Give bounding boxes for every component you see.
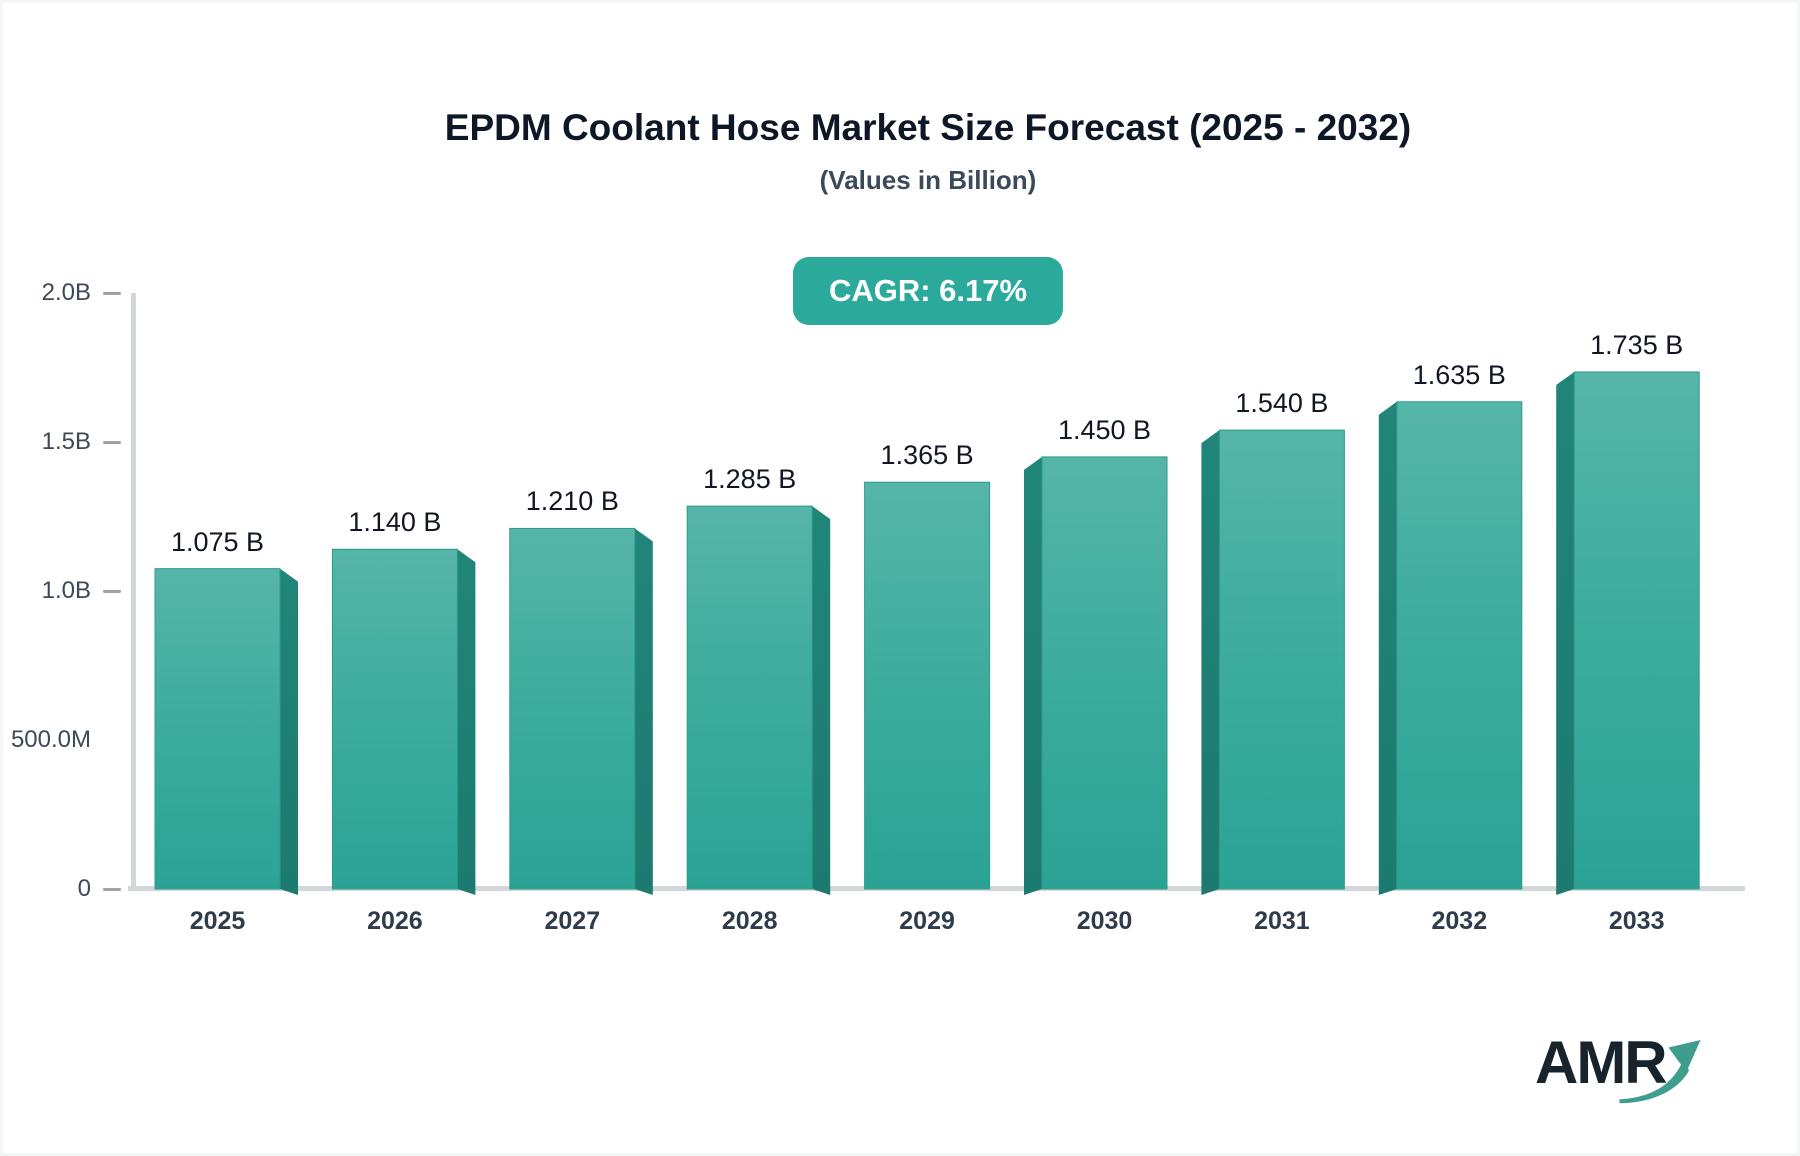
bar-value-label: 1.450 B xyxy=(1057,414,1152,445)
bar-group-2029 xyxy=(864,481,991,890)
bar-body xyxy=(154,568,281,890)
x-tick-label: 2025 xyxy=(189,907,246,935)
bar-group-2033 xyxy=(1556,371,1700,896)
bar-side-face xyxy=(280,568,298,895)
y-tick-label: 2.0B xyxy=(41,279,91,306)
bar-value-label: 1.635 B xyxy=(1412,359,1506,390)
logo-text: AMR xyxy=(1535,1029,1668,1096)
bar-body xyxy=(686,505,813,890)
bar-side-face xyxy=(1201,430,1220,895)
brand-logo: AMR xyxy=(1535,1031,1730,1115)
bar-side-face xyxy=(1024,456,1042,895)
bar-group-2031 xyxy=(1201,429,1345,895)
chart-subtitle: (Values in Billion) xyxy=(819,165,1037,195)
y-tick-dash xyxy=(103,589,121,593)
x-tick-label: 2030 xyxy=(1076,907,1133,935)
bar-value-label: 1.365 B xyxy=(880,440,974,471)
bar-side-face xyxy=(812,506,831,895)
bar-value-label: 1.735 B xyxy=(1590,329,1684,360)
x-tick-label: 2028 xyxy=(721,907,778,935)
bar-body xyxy=(1396,401,1523,890)
cagr-badge: CAGR: 6.17% xyxy=(792,257,1064,325)
bar-body xyxy=(331,548,458,890)
bar-value-label: 1.075 B xyxy=(170,526,265,557)
bar-body xyxy=(1573,371,1700,890)
y-axis-line xyxy=(131,293,136,891)
x-axis-line xyxy=(128,886,1745,891)
x-tick-label: 2033 xyxy=(1608,907,1665,935)
bar-group-2025 xyxy=(154,568,298,895)
y-tick-dash xyxy=(103,887,121,891)
x-tick-label: 2029 xyxy=(899,907,955,935)
x-tick-label: 2031 xyxy=(1254,907,1310,935)
y-tick-label: 1.0B xyxy=(41,577,91,604)
x-tick-label: 2026 xyxy=(367,907,423,935)
bar-side-face xyxy=(1556,371,1575,896)
y-tick-label: 500.0M xyxy=(10,726,91,753)
bar-group-2032 xyxy=(1378,401,1523,895)
bar-side-face xyxy=(1378,401,1397,895)
bar-group-2030 xyxy=(1024,456,1168,895)
y-tick-dash xyxy=(103,291,121,295)
x-tick-label: 2027 xyxy=(544,907,601,935)
bar-body xyxy=(509,527,636,890)
bar-value-label: 1.540 B xyxy=(1235,388,1329,419)
bar-value-label: 1.140 B xyxy=(348,507,442,538)
y-tick-label: 0 xyxy=(77,875,91,902)
bar-group-2027 xyxy=(509,527,653,895)
bar-group-2028 xyxy=(686,505,831,895)
bar-group-2026 xyxy=(331,548,476,895)
bar-value-label: 1.210 B xyxy=(525,486,619,517)
y-tick-label: 1.5B xyxy=(41,428,91,455)
bar-side-face xyxy=(634,528,653,895)
bar-body xyxy=(1218,429,1345,890)
bar-side-face xyxy=(457,549,476,895)
y-tick-dash xyxy=(103,440,121,444)
logo-arrow-icon xyxy=(1619,1039,1701,1104)
bar-body xyxy=(864,481,991,890)
page-title: EPDM Coolant Hose Market Size Forecast (… xyxy=(444,107,1412,148)
x-tick-label: 2032 xyxy=(1431,907,1488,935)
bar-value-label: 1.285 B xyxy=(703,464,797,495)
bar-body xyxy=(1041,456,1168,890)
